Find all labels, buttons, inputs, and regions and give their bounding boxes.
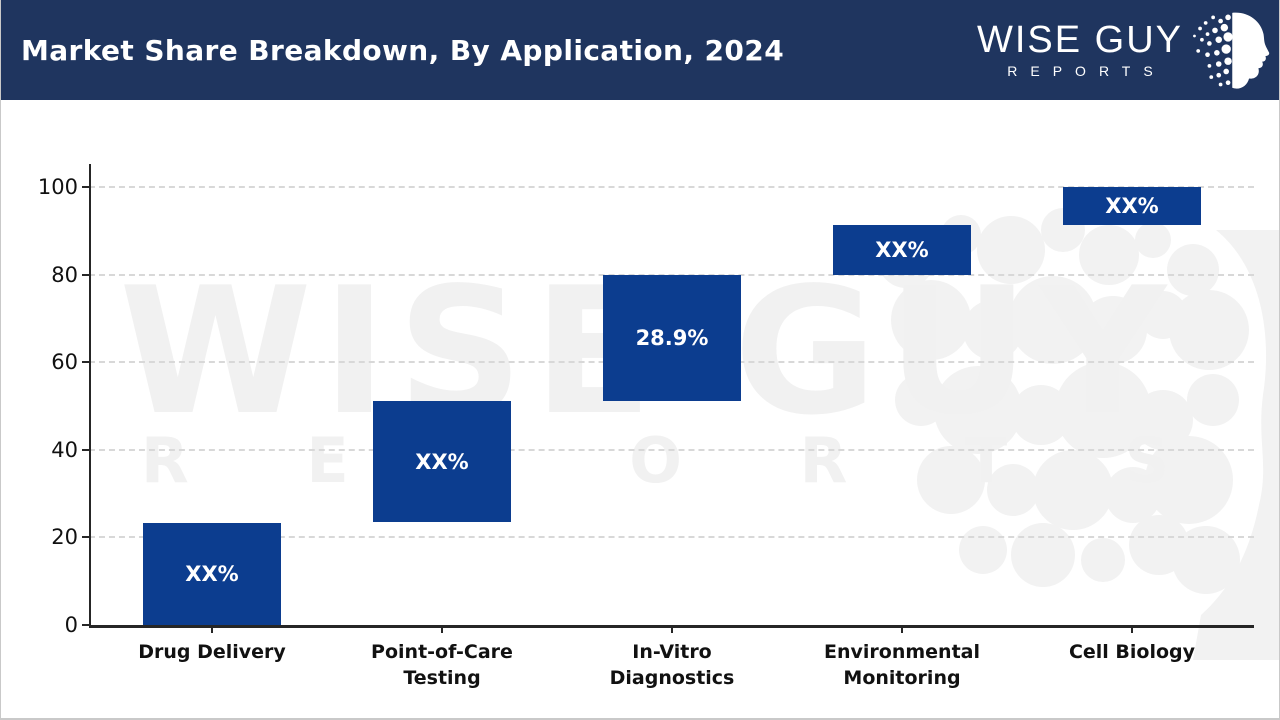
- y-axis-tick-label: 0: [64, 613, 78, 637]
- bar-value-label: XX%: [185, 561, 239, 586]
- bar-cell-biology: XX%: [1063, 187, 1201, 226]
- bar-drug-delivery: XX%: [143, 522, 281, 625]
- brand-logo: WISE GUY REPORTS: [977, 0, 1271, 100]
- bar-value-label: 28.9%: [635, 325, 709, 350]
- x-axis-category-label: Point-of-Care Testing: [371, 641, 513, 689]
- gridline-20: [89, 536, 1254, 539]
- x-axis-category-label: Environmental Monitoring: [824, 641, 980, 689]
- x-axis-category-label: Cell Biology: [1068, 641, 1196, 663]
- brand-subtitle: REPORTS: [1007, 63, 1166, 79]
- x-tick-mark: [1131, 627, 1133, 633]
- y-axis-tick-label: 20: [51, 525, 78, 550]
- bar-value-label: XX%: [1105, 194, 1159, 219]
- x-tick-mark: [671, 627, 673, 633]
- bar-value-label: XX%: [875, 237, 929, 262]
- y-tick-mark: [82, 186, 89, 188]
- y-tick-mark: [82, 361, 89, 364]
- x-tick-mark: [211, 627, 213, 633]
- brand-head-icon: [1193, 12, 1270, 89]
- bar-in-vitro-diagnostics: 28.9%: [603, 274, 741, 402]
- x-axis-category-label: In-Vitro Diagnostics: [609, 641, 735, 689]
- x-tick-mark: [441, 627, 443, 633]
- y-axis-tick-label: 40: [51, 437, 78, 462]
- y-tick-mark: [82, 624, 89, 626]
- x-axis-category-label: Drug Delivery: [138, 641, 286, 663]
- bar-value-label: XX%: [415, 449, 469, 474]
- y-tick-mark: [82, 536, 89, 539]
- y-axis-tick-label: 60: [51, 350, 78, 375]
- y-axis-tick-label: 100: [37, 175, 78, 199]
- brand-logo-text: WISE GUY REPORTS: [977, 21, 1183, 79]
- gridline-40: [89, 448, 1254, 451]
- y-tick-mark: [82, 273, 89, 276]
- y-tick-mark: [82, 448, 89, 451]
- gridline-100: [89, 186, 1254, 188]
- y-axis-line: [89, 164, 91, 627]
- bar-environmental-monitoring: XX%: [833, 225, 971, 275]
- x-axis-line: [89, 625, 1254, 628]
- y-axis-tick-label: 80: [51, 262, 78, 287]
- page-title: Market Share Breakdown, By Application, …: [21, 33, 785, 67]
- x-tick-mark: [901, 627, 903, 633]
- header-bar: Market Share Breakdown, By Application, …: [1, 0, 1279, 100]
- brand-name: WISE GUY: [976, 19, 1183, 61]
- bar-point-of-care-testing: XX%: [373, 401, 511, 523]
